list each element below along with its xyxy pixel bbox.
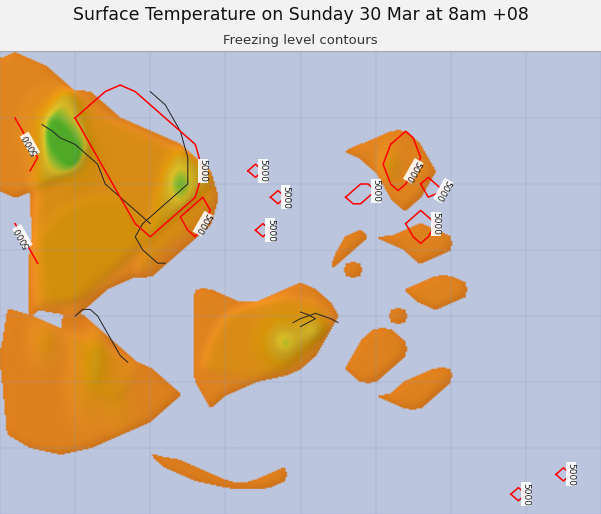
Text: 5000: 5000 [194,211,212,236]
Text: Freezing level contours: Freezing level contours [223,34,378,47]
Text: 5000: 5000 [281,186,290,209]
Text: 5000: 5000 [522,483,530,506]
Text: 5000: 5000 [13,225,32,249]
Text: 5000: 5000 [371,179,380,202]
Text: 5000: 5000 [20,132,40,157]
Text: Surface Temperature on Sunday 30 Mar at 8am +08: Surface Temperature on Sunday 30 Mar at … [73,6,528,24]
Text: 5000: 5000 [258,159,267,182]
Text: 5000: 5000 [266,218,275,242]
Text: 5000: 5000 [198,159,207,182]
Text: 5000: 5000 [404,159,423,183]
Text: 5000: 5000 [567,463,575,486]
Text: 5000: 5000 [434,178,453,203]
Text: 5000: 5000 [432,212,440,235]
